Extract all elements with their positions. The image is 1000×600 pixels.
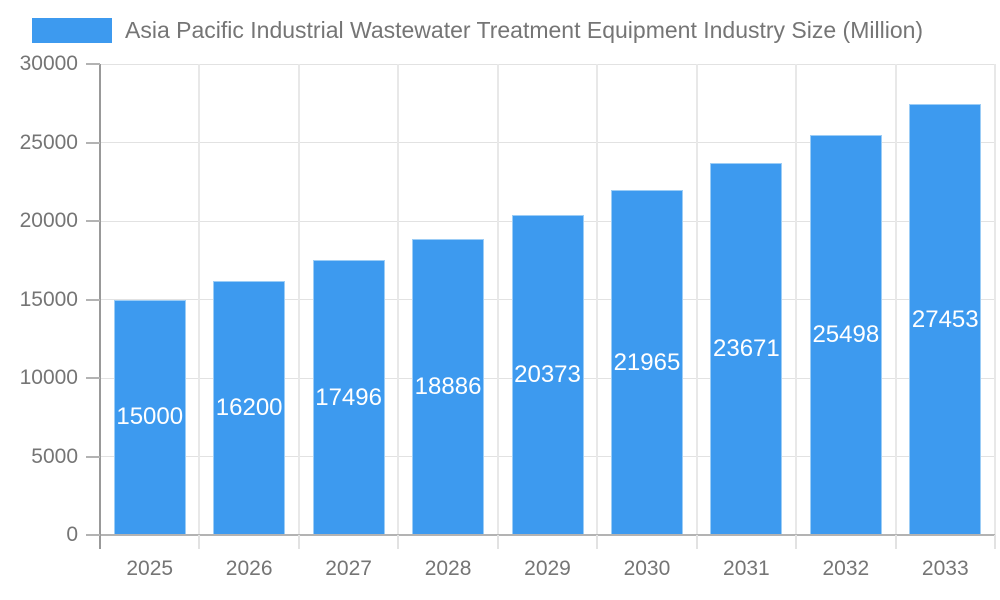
vertical-gridline <box>695 64 698 535</box>
bar-2032[interactable]: 25498 <box>809 134 882 535</box>
x-axis-tick <box>596 535 599 549</box>
x-axis-tick <box>795 535 798 549</box>
x-axis-tick-label: 2030 <box>623 557 671 580</box>
vertical-gridline <box>596 64 599 535</box>
bar-2028[interactable]: 18886 <box>412 238 485 535</box>
y-axis-tick <box>86 455 100 458</box>
x-axis-tick <box>994 535 996 549</box>
y-axis-tick <box>86 377 100 379</box>
vertical-gridline <box>198 64 201 535</box>
x-axis-tick-label: 2028 <box>424 557 472 580</box>
x-axis-tick <box>695 535 698 549</box>
x-axis-tick <box>198 535 201 549</box>
x-axis-tick <box>397 535 400 549</box>
y-axis-tick-label: 5000 <box>31 444 78 468</box>
bar-value-label: 20373 <box>514 361 581 389</box>
bar-value-label: 23671 <box>713 335 780 363</box>
y-axis-tick <box>86 220 100 222</box>
x-axis-tick-label: 2032 <box>822 557 870 580</box>
vertical-gridline <box>297 64 300 535</box>
bar-2031[interactable]: 23671 <box>710 163 783 535</box>
bar-value-label: 16200 <box>215 393 283 421</box>
bar-2030[interactable]: 21965 <box>610 190 683 535</box>
x-axis-tick-label: 2029 <box>524 557 571 580</box>
bar-2029[interactable]: 20373 <box>511 215 584 535</box>
x-axis-tick-label: 2031 <box>723 557 770 580</box>
x-axis-tick <box>297 535 300 549</box>
y-axis-tick-label: 30000 <box>19 52 78 75</box>
bar-value-label: 21965 <box>613 348 681 376</box>
x-axis-line <box>86 534 995 536</box>
y-axis-tick <box>86 63 100 65</box>
x-axis-tick-label: 2025 <box>126 557 174 580</box>
x-axis-tick <box>894 535 897 549</box>
vertical-gridline <box>496 64 499 535</box>
y-axis-tick-label: 10000 <box>19 366 78 389</box>
x-axis-tick <box>496 535 499 549</box>
bar-2027[interactable]: 17496 <box>312 260 385 535</box>
horizontal-gridline <box>100 63 995 65</box>
horizontal-gridline <box>100 142 995 143</box>
vertical-gridline <box>994 64 996 535</box>
y-axis-tick-label: 25000 <box>19 130 78 154</box>
bar-value-label: 27453 <box>911 305 979 333</box>
plot-area: 15000 16200 17496 18886 20373 21965 23671 25498… <box>100 63 996 535</box>
bar-2026[interactable]: 16200 <box>213 280 286 535</box>
legend: Asia Pacific Industrial Wastewater Treat… <box>0 0 1000 56</box>
x-axis-tick-label: 2027 <box>325 557 372 580</box>
bar-value-label: 17496 <box>315 383 382 411</box>
vertical-gridline <box>397 64 400 535</box>
y-axis-line <box>99 64 101 549</box>
legend-swatch[interactable] <box>32 18 112 43</box>
y-axis-tick-label: 0 <box>66 523 78 546</box>
y-axis-tick <box>86 298 100 301</box>
bar-value-label: 15000 <box>116 403 184 431</box>
x-axis-tick-label: 2033 <box>921 557 969 580</box>
bar-2025[interactable]: 15000 <box>113 299 186 535</box>
y-axis-tick <box>86 141 100 144</box>
bar-value-label: 25498 <box>812 320 880 348</box>
vertical-gridline <box>894 64 897 535</box>
chart-title: Asia Pacific Industrial Wastewater Treat… <box>125 17 924 43</box>
x-axis-tick-label: 2026 <box>225 557 273 580</box>
vertical-gridline <box>795 64 798 535</box>
bar-value-label: 18886 <box>414 372 482 400</box>
y-axis-tick-label: 15000 <box>19 287 78 311</box>
y-axis-tick-label: 20000 <box>19 209 78 232</box>
y-axis-tick <box>86 534 100 536</box>
bar-2033[interactable]: 27453 <box>909 104 982 535</box>
